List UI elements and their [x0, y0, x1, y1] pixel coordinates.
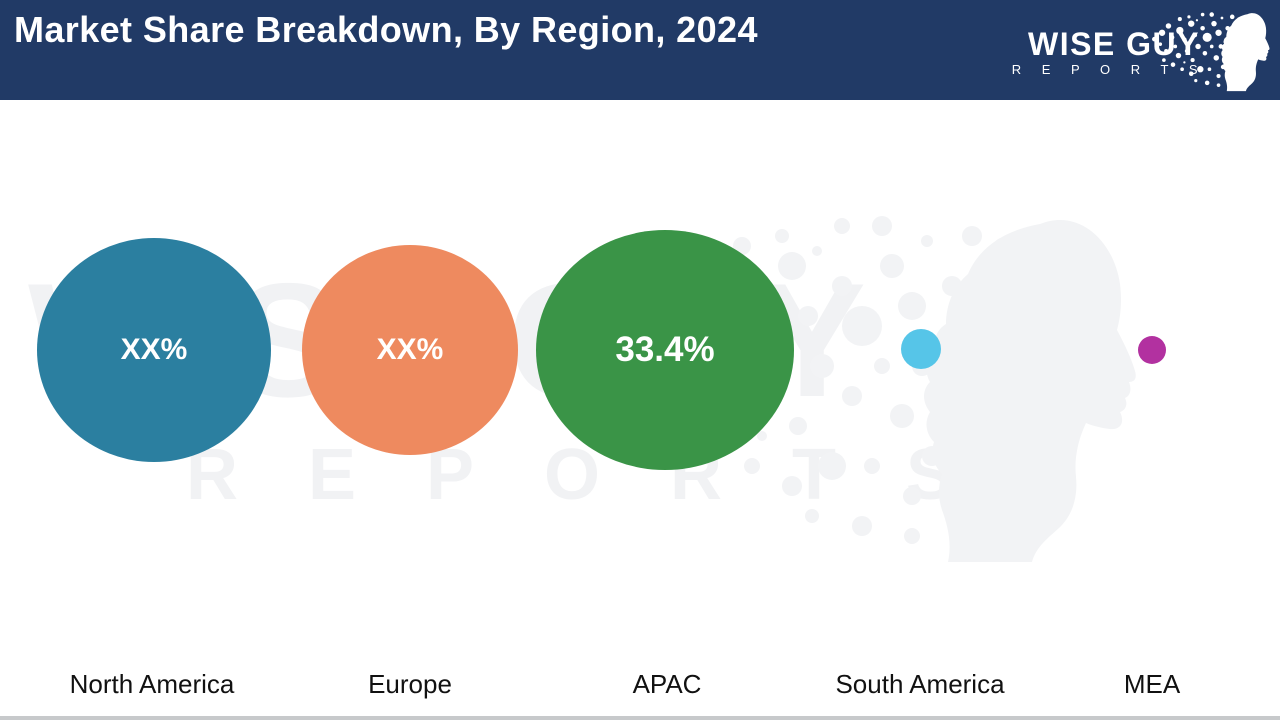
bubble-north-america: XX%	[37, 238, 271, 462]
header-bar: Market Share Breakdown, By Region, 2024 …	[0, 0, 1280, 100]
category-label-north-america: North America	[69, 669, 235, 699]
category-label-south-america: South America	[835, 669, 1005, 699]
brand-logo-name: WISE GUY	[1027, 26, 1200, 62]
bubble-apac: 33.4%	[536, 230, 794, 470]
bubble-value-apac: 33.4%	[615, 330, 715, 369]
bubble-mea	[1138, 336, 1166, 364]
category-label-europe: Europe	[368, 669, 452, 699]
category-label-apac: APAC	[632, 669, 702, 699]
brand-logo-tagline: R E P O R T S	[1011, 62, 1206, 77]
brand-head-icon	[1150, 10, 1278, 92]
bubble-europe: XX%	[302, 245, 518, 455]
page-title: Market Share Breakdown, By Region, 2024	[14, 9, 758, 50]
category-label-mea: MEA	[1123, 669, 1181, 699]
brand-logo: WISE GUY R E P O R T S	[1012, 4, 1272, 96]
bubble-south-america	[901, 329, 941, 369]
bubble-value-europe: XX%	[376, 333, 444, 366]
bottom-divider	[0, 716, 1280, 720]
bubble-value-north-america: XX%	[120, 333, 188, 366]
